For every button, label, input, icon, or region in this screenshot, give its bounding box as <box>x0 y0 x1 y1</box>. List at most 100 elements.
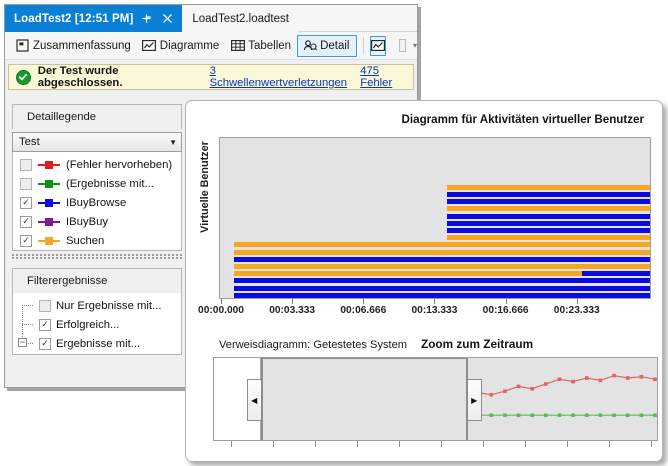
tab-loadtest2-file-label: LoadTest2.loadtest <box>192 12 289 25</box>
tree-expander-icon[interactable]: − <box>18 334 34 353</box>
arrow-right-icon[interactable]: ▶ <box>466 379 482 421</box>
zoom-selection-region[interactable] <box>260 358 468 440</box>
reference-axis-tick <box>609 441 610 447</box>
filter-results-title: Filterergebnisse <box>13 269 181 293</box>
reference-chart[interactable]: ◀ ▶ <box>213 357 658 441</box>
activity-bar <box>446 192 650 197</box>
legend-list: (Fehler hervorheben) (Ergebnisse mit... … <box>12 152 182 251</box>
detail-legend-panel: Detaillegende <box>12 104 182 129</box>
pin-icon[interactable] <box>139 11 154 26</box>
activity-bar <box>234 264 650 269</box>
activity-bar <box>234 242 650 248</box>
activity-bar <box>234 249 650 255</box>
reference-axis-tick <box>651 441 652 447</box>
reference-axis-tick <box>567 441 568 447</box>
toolbar-item-detail-label: Detail <box>320 39 350 52</box>
legend-selector[interactable]: Test ▼ <box>12 132 182 152</box>
detail-legend-title-label: Detaillegende <box>27 111 97 123</box>
success-check-icon <box>16 69 31 85</box>
table-icon <box>230 39 245 53</box>
legend-item-label: Suchen <box>66 234 105 247</box>
empty-checkbox-icon[interactable] <box>398 39 406 52</box>
summary-icon <box>15 39 30 53</box>
filter-checkbox[interactable]: ✓ <box>39 337 51 350</box>
legend-item[interactable]: ✓ IBuyBrowse <box>13 193 181 212</box>
status-message: Der Test wurde abgeschlossen. <box>37 65 123 89</box>
legend-item-label: IBuyBrowse <box>66 196 127 209</box>
activity-bar <box>446 213 650 219</box>
reference-axis-tick <box>441 441 442 447</box>
legend-checkbox[interactable]: ✓ <box>20 234 32 247</box>
activity-bar <box>446 199 650 205</box>
x-axis-tick <box>576 299 578 304</box>
tree-connector <box>18 315 34 334</box>
filter-item-label: Ergebnisse mit... <box>56 337 141 350</box>
legend-color-swatch <box>38 178 60 189</box>
splitter-gripper[interactable] <box>12 254 182 260</box>
tree-connector <box>18 296 34 315</box>
chart-y-axis-label: Virtuelle Benutzer <box>199 141 211 233</box>
filter-checkbox[interactable] <box>39 299 51 312</box>
chevron-down-icon[interactable]: ▾ <box>412 41 417 50</box>
x-axis-tick-label: 00:00.000 <box>198 305 244 316</box>
toolbar-item-detail[interactable]: Detail <box>297 34 358 57</box>
activity-bar <box>446 220 650 226</box>
legend-checkbox[interactable]: ✓ <box>20 215 32 228</box>
legend-item[interactable]: ✓ Suchen <box>13 231 181 250</box>
reference-axis-tick <box>357 441 358 447</box>
toolbar-item-graphs-label: Diagramme <box>159 39 220 52</box>
x-axis-tick <box>292 299 294 304</box>
toolbar-item-tables-label: Tabellen <box>248 39 292 52</box>
tab-loadtest2-label: LoadTest2 [12:51 PM] <box>14 12 134 25</box>
zoom-section-heading: Zoom zum Zeitraum <box>421 337 534 351</box>
reference-axis-tick <box>483 441 484 447</box>
activity-bar <box>446 228 650 233</box>
activity-bar <box>446 235 650 241</box>
legend-checkbox[interactable] <box>20 158 32 171</box>
filter-item[interactable]: − ✓ Ergebnisse mit... <box>13 334 181 353</box>
legend-item-label: (Ergebnisse mit... <box>66 177 154 190</box>
tab-loadtest2-file[interactable]: LoadTest2.loadtest <box>182 5 299 32</box>
legend-item[interactable]: (Ergebnisse mit... <box>13 174 181 193</box>
status-bar: Der Test wurde abgeschlossen. 3 Schwelle… <box>8 64 414 90</box>
close-icon[interactable] <box>160 11 175 26</box>
legend-checkbox[interactable]: ✓ <box>20 196 32 209</box>
activity-bar <box>446 184 650 190</box>
x-axis-tick-label: 00:13.333 <box>411 305 458 316</box>
status-link-errors[interactable]: 475 Fehler <box>360 65 393 89</box>
activity-bar <box>234 285 650 291</box>
tab-loadtest2[interactable]: LoadTest2 [12:51 PM] <box>5 5 183 32</box>
legend-item[interactable]: (Fehler hervorheben) <box>13 155 181 174</box>
filter-results-title-label: Filterergebnisse <box>27 275 108 287</box>
status-link-thresholds[interactable]: 3 Schwellenwertverletzungen <box>209 65 348 89</box>
legend-item[interactable]: ✓ IBuyBuy <box>13 212 181 231</box>
reference-chart-axis <box>213 441 658 449</box>
filter-item[interactable]: Nur Ergebnisse mit... <box>13 296 181 315</box>
graph-icon <box>142 39 157 53</box>
chart-x-axis: 00:00.000 00:03.333 00:06.666 00:13.333 00:1… <box>198 299 651 321</box>
filter-checkbox[interactable]: ✓ <box>39 318 51 331</box>
virtual-user-activity-plot <box>219 137 651 299</box>
toolbar-item-summary-label: Zusammenfassung <box>33 39 131 52</box>
x-axis-tick <box>363 299 365 304</box>
chart-toggle-icon[interactable] <box>369 35 386 56</box>
chart-title: Diagramm für Aktivitäten virtueller Benu… <box>401 113 644 126</box>
toolbar-item-graphs[interactable]: Diagramme <box>137 35 224 57</box>
arrow-left-icon[interactable]: ◀ <box>246 379 262 421</box>
view-toolbar: Zusammenfassung Diagramme Tabellen Detai… <box>5 32 417 60</box>
legend-checkbox[interactable] <box>20 177 32 190</box>
x-axis-tick-label: 00:23.333 <box>553 305 600 316</box>
chevron-down-icon: ▼ <box>169 137 177 147</box>
detail-icon <box>302 39 317 53</box>
toolbar-item-tables[interactable]: Tabellen <box>225 35 296 57</box>
filter-item[interactable]: ✓ Erfolgreich... <box>13 315 181 334</box>
x-axis-tick <box>434 299 436 304</box>
x-axis-tick-label: 00:03.333 <box>269 305 316 316</box>
toolbar-item-summary[interactable]: Zusammenfassung <box>10 35 136 57</box>
x-axis-tick <box>505 299 507 304</box>
filter-results-panel: Filterergebnisse <box>12 268 182 293</box>
loadtest-tool-window: LoadTest2 [12:51 PM] LoadTest2.loadtest … <box>4 4 418 388</box>
legend-selector-value: Test <box>19 136 40 148</box>
activity-bar <box>582 271 650 277</box>
